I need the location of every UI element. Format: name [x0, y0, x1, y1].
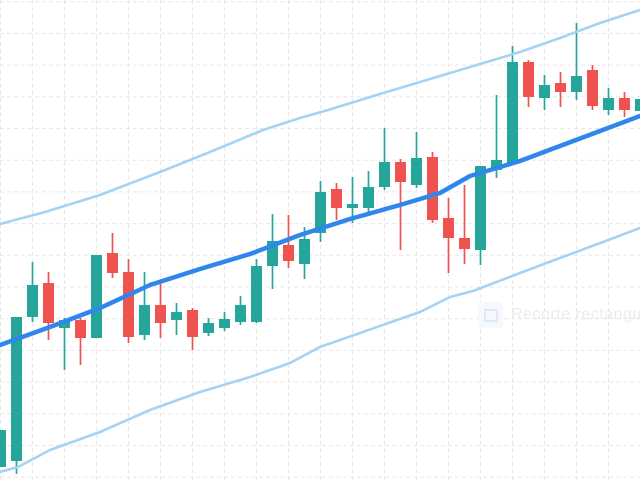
candle-body — [395, 162, 406, 182]
candle-bear — [187, 308, 198, 350]
candle-body — [523, 62, 534, 97]
candle-bear — [523, 60, 534, 107]
candle-body — [0, 430, 6, 467]
candle-bear — [587, 65, 598, 110]
candle-bull — [91, 255, 102, 338]
candle-body — [619, 98, 630, 110]
candle-bear — [443, 198, 454, 273]
candle-bull — [411, 132, 422, 188]
candle-body — [507, 62, 518, 163]
candle-body — [459, 238, 470, 249]
candle-body — [411, 158, 422, 185]
candle-bear — [459, 185, 470, 264]
channel-middle-line — [0, 113, 640, 348]
candle-bull — [603, 88, 614, 115]
candle-body — [603, 98, 614, 110]
candle-body — [427, 157, 438, 220]
candle-body — [315, 192, 326, 233]
candle-body — [187, 310, 198, 337]
candle-bull — [475, 166, 486, 265]
candle-bull — [491, 95, 502, 178]
candle-bull — [539, 75, 550, 110]
candle-body — [347, 204, 358, 208]
candle-body — [59, 320, 70, 328]
candle-bull — [219, 312, 230, 331]
candle-bull — [267, 214, 278, 289]
candle-bull — [363, 171, 374, 212]
candle-body — [299, 239, 310, 264]
candle-body — [491, 160, 502, 170]
candle-body — [235, 305, 246, 322]
candle-body — [635, 99, 640, 111]
candles — [0, 23, 640, 474]
candle-bull — [635, 99, 640, 111]
candle-body — [43, 283, 54, 323]
candle-bear — [155, 283, 166, 338]
candle-body — [379, 162, 390, 187]
candle-body — [219, 319, 230, 328]
candle-bull — [315, 181, 326, 242]
candle-body — [91, 255, 102, 338]
candle-bull — [347, 177, 358, 223]
candle-body — [11, 317, 22, 461]
candle-body — [555, 83, 566, 92]
candle-body — [251, 266, 262, 322]
candle-bear — [123, 259, 134, 343]
candle-bear — [619, 92, 630, 117]
candle-body — [539, 85, 550, 98]
channel-upper-line — [0, 8, 640, 226]
candle-body — [443, 218, 454, 238]
candle-bull — [251, 259, 262, 323]
candle-body — [283, 245, 294, 261]
candle-bear — [555, 72, 566, 107]
candle-bull — [11, 317, 22, 474]
candle-body — [587, 70, 598, 106]
candle-body — [27, 285, 38, 317]
candle-body — [267, 241, 278, 266]
candle-body — [363, 187, 374, 208]
candle-bear — [75, 318, 86, 365]
candle-bear — [427, 152, 438, 223]
candle-bull — [0, 430, 6, 467]
candle-bull — [59, 318, 70, 370]
candle-bear — [331, 183, 342, 220]
candle-bull — [379, 128, 390, 190]
candle-body — [171, 312, 182, 320]
candle-bull — [139, 272, 150, 340]
candle-body — [155, 305, 166, 323]
candle-body — [571, 76, 582, 92]
candle-body — [123, 272, 134, 337]
candle-body — [139, 305, 150, 335]
candle-bear — [107, 233, 118, 278]
candle-bull — [507, 46, 518, 163]
candle-body — [203, 323, 214, 333]
channel-lower-line — [0, 226, 640, 474]
candle-body — [107, 253, 118, 273]
candle-bull — [235, 296, 246, 325]
candle-bull — [171, 303, 182, 335]
candle-body — [331, 189, 342, 208]
candle-bull — [571, 23, 582, 100]
candle-bull — [203, 318, 214, 336]
candle-body — [75, 320, 86, 338]
candle-bull — [27, 262, 38, 322]
candle-body — [475, 166, 486, 250]
